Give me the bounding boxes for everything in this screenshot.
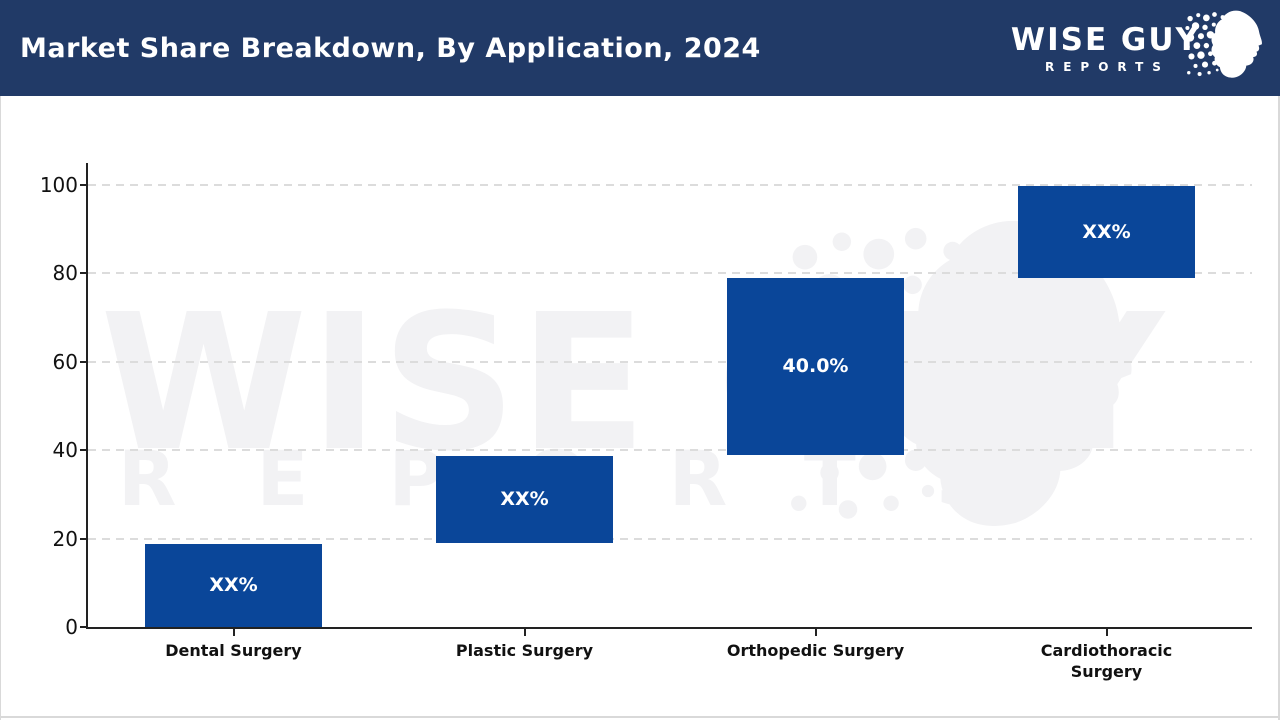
x-tick-mark bbox=[232, 629, 235, 636]
x-tick-label: Dental Surgery bbox=[165, 641, 302, 660]
y-tick-label-40: 40 bbox=[52, 438, 78, 463]
y-tick-mark-40 bbox=[80, 449, 88, 452]
bar-value-label: 40.0% bbox=[782, 355, 849, 378]
x-tick-label: Orthopedic Surgery bbox=[726, 641, 905, 660]
x-tick-mark bbox=[1105, 629, 1108, 636]
gridline-y80 bbox=[88, 272, 1252, 275]
logo-sub-text: REPORTS bbox=[1044, 60, 1170, 74]
bar-value-label: XX% bbox=[1082, 220, 1131, 243]
gridline-y40 bbox=[88, 449, 1252, 452]
x-tick-mark bbox=[814, 629, 817, 636]
y-tick-label-60: 60 bbox=[52, 349, 78, 374]
bar-value-label: XX% bbox=[209, 574, 258, 597]
canvas-edge-left bbox=[0, 96, 1, 720]
y-axis-spine bbox=[86, 163, 88, 629]
gridline-y100 bbox=[88, 184, 1252, 186]
gridline-y20 bbox=[88, 537, 1252, 540]
gridline-y60 bbox=[88, 360, 1252, 363]
x-tick-mark bbox=[523, 629, 526, 636]
logo-brand-text: WISE GUY bbox=[1010, 22, 1200, 58]
header-bar: Market Share Breakdown, By Application, … bbox=[0, 0, 1280, 96]
x-tick-label: Plastic Surgery bbox=[455, 641, 594, 660]
y-tick-mark-60 bbox=[80, 360, 88, 363]
y-tick-label-0: 0 bbox=[65, 615, 78, 639]
brand-logo: WISE GUY REPORTS bbox=[1011, 4, 1270, 92]
y-tick-mark-100 bbox=[80, 184, 88, 186]
bar[interactable]: XX% bbox=[145, 543, 322, 627]
y-tick-label-20: 20 bbox=[52, 526, 78, 551]
y-tick-label-80: 80 bbox=[52, 261, 78, 286]
bar[interactable]: 40.0% bbox=[727, 277, 904, 455]
page-title: Market Share Breakdown, By Application, … bbox=[20, 32, 761, 64]
logo-text-block: WISE GUY REPORTS bbox=[1011, 22, 1200, 74]
y-tick-mark-20 bbox=[80, 537, 88, 540]
y-tick-mark-80 bbox=[80, 272, 88, 275]
y-tick-label-100: 100 bbox=[39, 173, 78, 197]
bar-value-label: XX% bbox=[500, 488, 549, 511]
canvas-edge-bottom bbox=[0, 716, 1280, 718]
bar[interactable]: XX% bbox=[1018, 185, 1195, 278]
bar[interactable]: XX% bbox=[436, 455, 613, 543]
y-tick-mark-0 bbox=[80, 626, 88, 628]
x-axis-spine bbox=[86, 627, 1252, 629]
canvas-edge-right bbox=[1278, 96, 1280, 720]
x-tick-label: Cardiothoracic Surgery bbox=[1040, 641, 1173, 681]
